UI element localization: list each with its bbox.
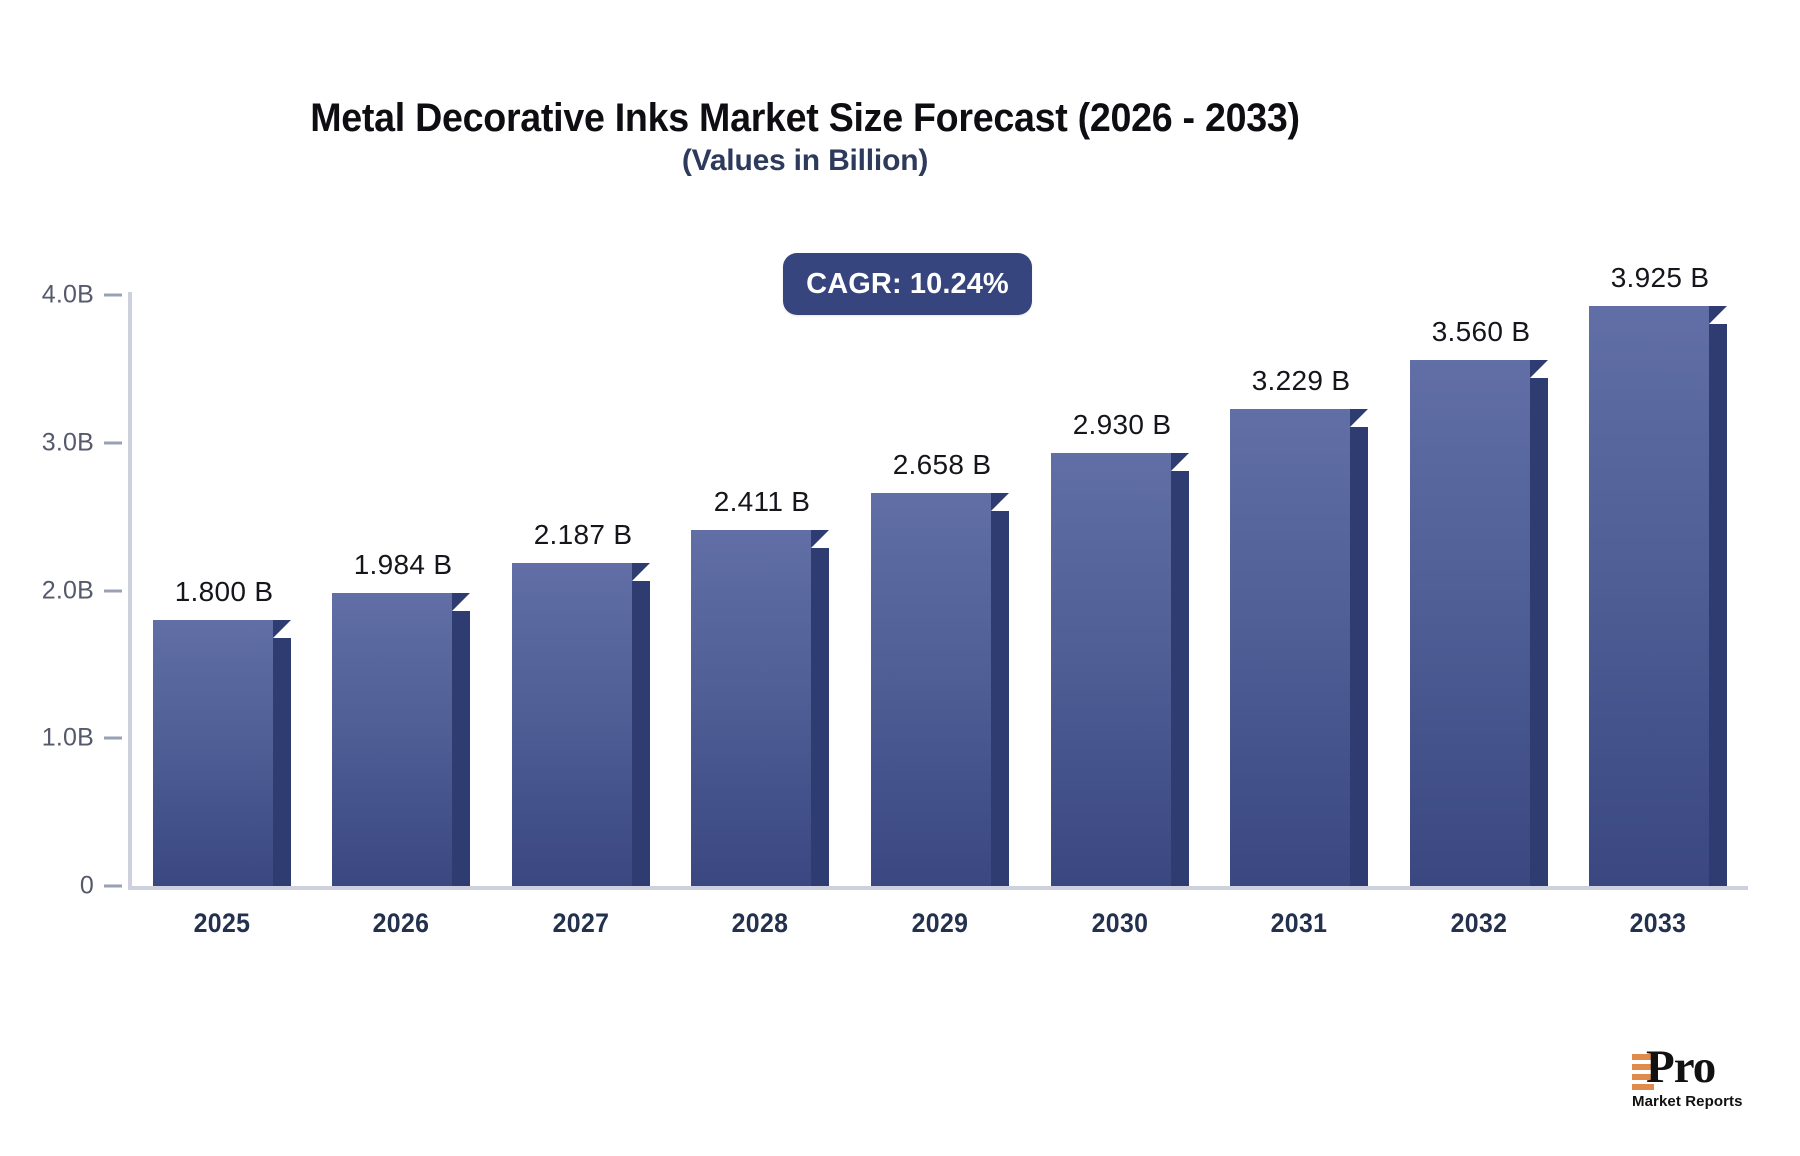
bar-top-face [632,562,650,581]
x-axis-tick-label: 2026 [372,908,430,938]
x-axis-tick-label: 2029 [911,908,969,938]
bar-side-face [452,610,470,886]
bar-top-face [991,493,1009,512]
bar-front-face [153,620,273,886]
bar-front-face [332,592,452,886]
logo-tagline: Market Reports [1632,1093,1743,1110]
bar-value-label: 2.930 B [1072,409,1172,440]
bar-top-face [1171,453,1189,472]
logo-stripes-icon [1632,1052,1654,1092]
bar-side-face [1350,426,1368,886]
bar-top-face [273,620,291,639]
bar-top-face [1350,408,1368,427]
logo-stripe [1632,1074,1654,1080]
x-axis-tick-label: 2027 [552,908,610,938]
bar-column [1051,453,1189,886]
bar-value-label: 3.229 B [1251,365,1351,396]
bar-column [512,562,650,886]
brand-logo: Pro Market Reports [1632,1041,1782,1110]
bar-top-face [1530,360,1548,378]
bar-front-face [1051,453,1171,886]
chart-title: Metal Decorative Inks Market Size Foreca… [310,96,1300,140]
x-axis-tick-label: 2025 [193,908,251,938]
bar-value-label: 2.411 B [713,486,811,517]
bar-side-face [1709,324,1727,886]
bar-side-face [273,638,291,886]
y-axis-tick-mark [104,736,122,740]
y-axis-tick-mark [104,293,122,297]
bar-column [871,493,1009,886]
bar-value-label: 3.925 B [1610,262,1710,293]
bar-value-label: 2.187 B [533,519,633,550]
bar-front-face [691,529,811,886]
bar-front-face [871,493,991,886]
y-axis-tick-label: 3.0B [41,428,94,457]
logo-stripe [1632,1054,1654,1060]
y-axis-line [128,292,132,888]
bar-column [691,529,829,886]
y-axis-tick-label: 1.0B [41,723,94,752]
x-axis-tick-label: 2031 [1270,908,1328,938]
logo-stripe [1632,1084,1654,1090]
bar-top-face [452,592,470,611]
bar-front-face [1230,408,1350,886]
cagr-badge: CAGR: 10.24% [783,253,1032,315]
y-axis-tick-label: 2.0B [41,576,94,604]
bar-front-face [1410,360,1530,886]
logo-stripe [1632,1064,1654,1070]
bar-top-face [811,529,829,548]
bar-value-label: 3.560 B [1431,316,1531,347]
bar-side-face [1171,471,1189,886]
bar-column [332,592,470,886]
x-axis-tick-label: 2028 [731,908,789,938]
bar-side-face [632,580,650,886]
bar-value-label: 1.984 B [353,549,453,580]
x-axis-line [128,886,1748,890]
bar-front-face [512,562,632,886]
bar-column [1410,360,1548,886]
bar-value-label: 2.658 B [892,449,992,480]
x-axis-tick-label: 2033 [1629,908,1687,938]
bar-side-face [991,511,1009,886]
bar-top-face [1709,306,1727,325]
y-axis-tick-label: 0 [79,871,94,900]
chart-subtitle: (Values in Billion) [681,144,929,177]
bar-value-label: 1.800 B [174,576,274,607]
y-axis-tick-mark [104,884,122,888]
y-axis-tick-mark [104,441,122,445]
bar-side-face [811,547,829,886]
bar-column [1589,306,1727,886]
bar-front-face [1589,306,1709,886]
bar-column [153,620,291,886]
y-axis-tick-mark [104,589,122,592]
y-axis-tick-label: 4.0B [41,280,94,309]
logo-wordmark: Pro [1646,1041,1716,1093]
x-axis-tick-label: 2030 [1091,908,1149,938]
x-axis-tick-label: 2032 [1450,908,1508,938]
bar-column [1230,408,1368,886]
bar-side-face [1530,378,1548,886]
